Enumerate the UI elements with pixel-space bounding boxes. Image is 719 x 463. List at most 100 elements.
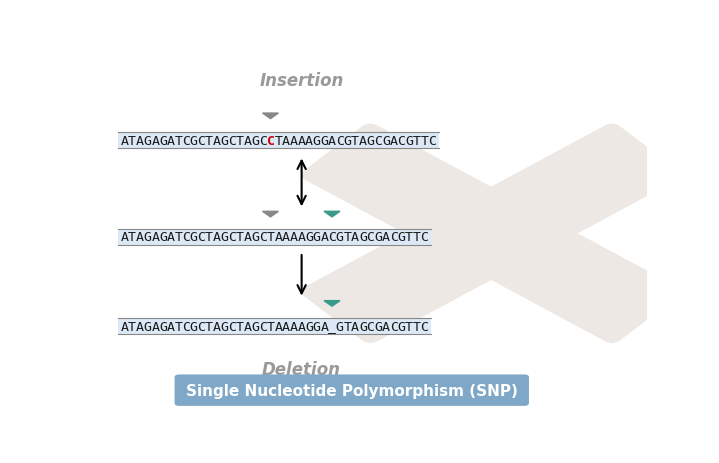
Text: A: A xyxy=(167,320,175,333)
Text: G: G xyxy=(251,135,260,148)
Text: A: A xyxy=(321,231,329,244)
Text: T: T xyxy=(344,320,352,333)
Text: G: G xyxy=(359,231,367,244)
Text: T: T xyxy=(128,320,136,333)
Text: A: A xyxy=(167,231,175,244)
FancyBboxPatch shape xyxy=(118,319,431,335)
Text: T: T xyxy=(205,320,213,333)
Text: T: T xyxy=(174,135,183,148)
Text: A: A xyxy=(213,135,221,148)
Text: C: C xyxy=(228,231,236,244)
Text: T: T xyxy=(128,135,136,148)
Text: A: A xyxy=(121,135,129,148)
Text: T: T xyxy=(205,231,213,244)
Text: A: A xyxy=(382,231,390,244)
Text: G: G xyxy=(344,135,352,148)
Text: C: C xyxy=(390,320,398,333)
Text: G: G xyxy=(398,231,406,244)
Text: A: A xyxy=(244,231,252,244)
Text: A: A xyxy=(136,135,144,148)
Text: G: G xyxy=(336,320,344,333)
Text: C: C xyxy=(182,320,190,333)
Text: G: G xyxy=(251,231,260,244)
Text: A: A xyxy=(282,320,290,333)
Text: G: G xyxy=(221,135,229,148)
Text: T: T xyxy=(405,231,413,244)
Text: C: C xyxy=(428,135,436,148)
Text: G: G xyxy=(375,231,383,244)
Text: C: C xyxy=(398,135,406,148)
Text: A: A xyxy=(151,231,160,244)
Text: A: A xyxy=(298,231,306,244)
Text: C: C xyxy=(228,135,236,148)
Text: G: G xyxy=(382,135,390,148)
Text: A: A xyxy=(275,231,283,244)
Text: G: G xyxy=(221,320,229,333)
Text: T: T xyxy=(174,231,183,244)
Text: A: A xyxy=(305,135,313,148)
Text: G: G xyxy=(359,320,367,333)
Text: G: G xyxy=(190,231,198,244)
Text: G: G xyxy=(336,231,344,244)
Text: A: A xyxy=(282,135,290,148)
FancyBboxPatch shape xyxy=(118,229,431,245)
Text: G: G xyxy=(313,320,321,333)
Text: C: C xyxy=(259,320,267,333)
Text: _: _ xyxy=(328,320,336,333)
Text: T: T xyxy=(421,135,429,148)
Text: G: G xyxy=(367,135,375,148)
Text: T: T xyxy=(405,320,413,333)
Text: T: T xyxy=(267,320,275,333)
Text: C: C xyxy=(182,231,190,244)
FancyBboxPatch shape xyxy=(175,375,529,406)
Text: G: G xyxy=(375,320,383,333)
Text: C: C xyxy=(198,320,206,333)
Text: C: C xyxy=(198,135,206,148)
Text: C: C xyxy=(421,320,429,333)
Text: T: T xyxy=(267,231,275,244)
Text: T: T xyxy=(413,135,421,148)
Text: T: T xyxy=(413,231,421,244)
Text: A: A xyxy=(244,320,252,333)
Polygon shape xyxy=(262,114,278,119)
Text: C: C xyxy=(267,135,275,148)
Text: A: A xyxy=(136,231,144,244)
Text: G: G xyxy=(159,135,167,148)
Text: T: T xyxy=(205,135,213,148)
Text: G: G xyxy=(313,231,321,244)
Text: A: A xyxy=(298,320,306,333)
FancyBboxPatch shape xyxy=(301,124,681,344)
Text: G: G xyxy=(144,135,152,148)
Text: T: T xyxy=(413,320,421,333)
Text: Deletion: Deletion xyxy=(262,360,341,378)
Polygon shape xyxy=(324,301,340,307)
Text: T: T xyxy=(174,320,183,333)
Text: C: C xyxy=(375,135,383,148)
Text: C: C xyxy=(421,231,429,244)
Text: Insertion: Insertion xyxy=(260,72,344,89)
Text: C: C xyxy=(228,320,236,333)
Text: T: T xyxy=(128,231,136,244)
Text: G: G xyxy=(321,135,329,148)
Text: C: C xyxy=(328,231,336,244)
Text: A: A xyxy=(298,135,306,148)
Text: A: A xyxy=(328,135,336,148)
Text: A: A xyxy=(213,320,221,333)
Polygon shape xyxy=(262,212,278,218)
Text: A: A xyxy=(282,231,290,244)
Text: G: G xyxy=(190,135,198,148)
Text: C: C xyxy=(198,231,206,244)
Text: A: A xyxy=(390,135,398,148)
Text: A: A xyxy=(359,135,367,148)
Text: A: A xyxy=(275,320,283,333)
Text: G: G xyxy=(190,320,198,333)
Polygon shape xyxy=(324,212,340,218)
Text: A: A xyxy=(290,320,298,333)
Text: T: T xyxy=(351,135,360,148)
Text: T: T xyxy=(236,320,244,333)
Text: T: T xyxy=(275,135,283,148)
Text: G: G xyxy=(159,320,167,333)
Text: A: A xyxy=(136,320,144,333)
Text: A: A xyxy=(167,135,175,148)
Text: G: G xyxy=(144,231,152,244)
